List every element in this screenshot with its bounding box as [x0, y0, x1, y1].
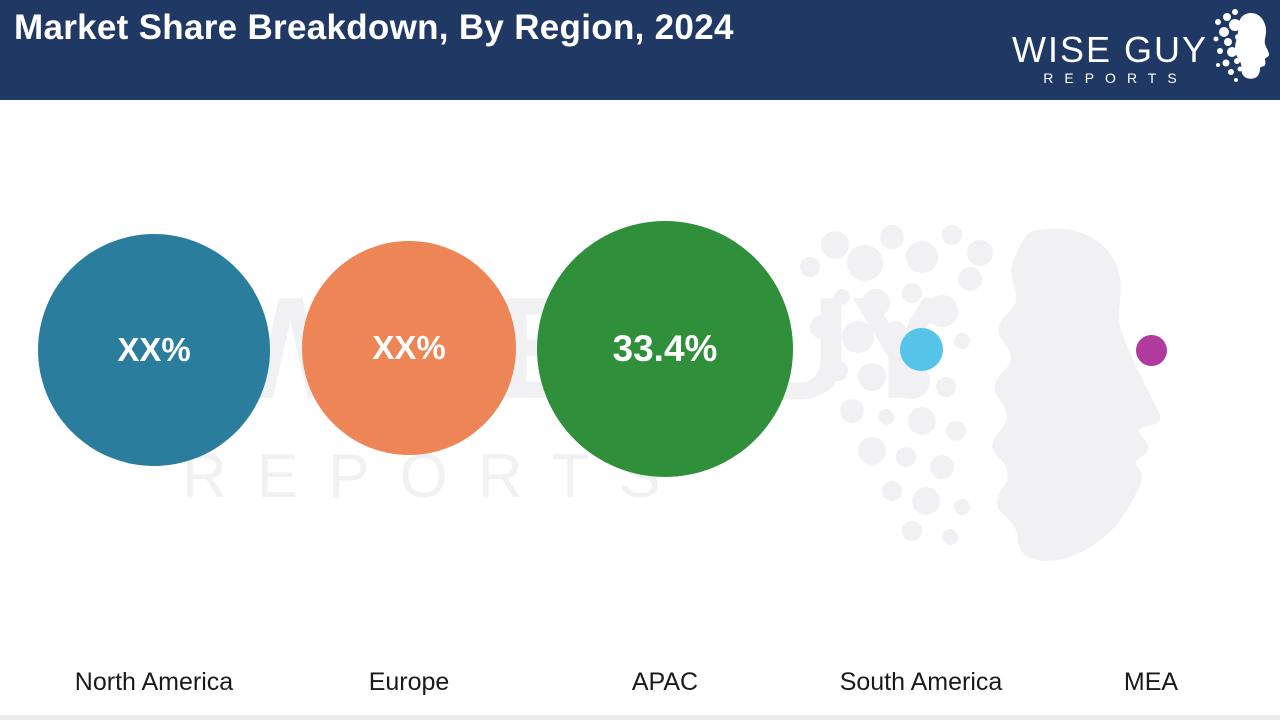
bubble-south-america [899, 327, 943, 371]
region-label-mea: MEA [1123, 668, 1179, 696]
bubble-apac: 33.4% [537, 221, 793, 477]
watermark-subtitle: REPORTS [182, 442, 691, 511]
bubble-europe: XX% [302, 241, 516, 455]
bubble-mea [1135, 334, 1167, 366]
page-title: Market Share Breakdown, By Region, 2024 [14, 8, 734, 47]
bubble-value-apac: 33.4% [612, 328, 718, 369]
watermark-head-icon [780, 215, 1180, 575]
bubble-value-north-america: XX% [117, 331, 191, 368]
region-label-apac: APAC [631, 668, 699, 696]
region-label-europe: Europe [368, 668, 450, 696]
header-bar: Market Share Breakdown, By Region, 2024 … [0, 0, 1280, 100]
logo-text: WISE GUY REPORTS [1011, 28, 1208, 86]
region-label-south-america: South America [839, 668, 1003, 696]
logo-subtitle: REPORTS [1043, 69, 1188, 86]
bubble-north-america: XX% [38, 234, 270, 466]
bubble-value-europe: XX% [372, 329, 446, 366]
wiseguy-head-icon [1210, 6, 1272, 97]
region-label-north-america: North America [74, 668, 234, 696]
logo-wordmark: WISE GUY [1011, 28, 1208, 70]
wiseguy-logo: WISE GUY REPORTS [1012, 6, 1272, 97]
bottom-divider [0, 715, 1280, 720]
